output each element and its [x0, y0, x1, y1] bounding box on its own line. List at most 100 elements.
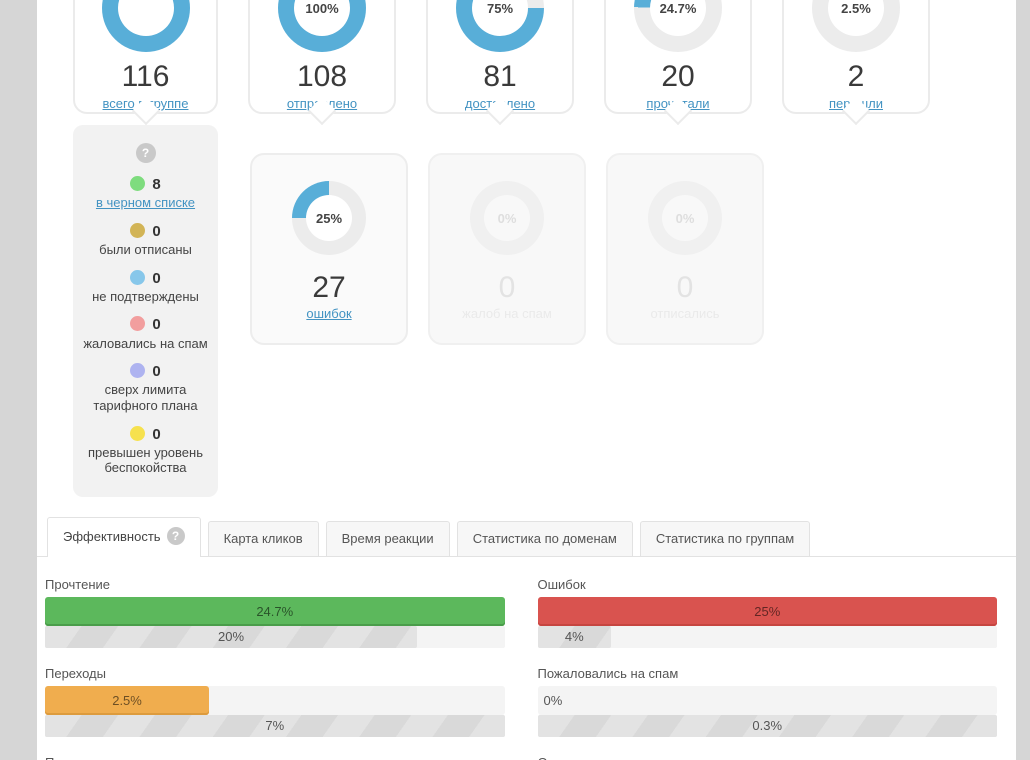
tab-reaction-time[interactable]: Время реакции — [325, 520, 450, 556]
stat-link-errors[interactable]: ошибок — [306, 306, 352, 321]
stat-label-unsubscribed: отписались — [650, 306, 720, 321]
legend-count: 0 — [152, 363, 161, 381]
chart-group-label: Переходы — [45, 665, 106, 681]
content-area: 116 всего в группе 100% 108 отправлено 7… — [37, 0, 1016, 760]
benchmark-bar-track: 4% — [537, 625, 997, 648]
stat-value: 108 — [296, 60, 348, 93]
legend-dot — [130, 425, 146, 441]
value-bar — [45, 596, 505, 626]
legend-dot — [130, 316, 146, 332]
value-bar-label: 25% — [754, 603, 781, 619]
benchmark-bar-track: 0.3% — [537, 714, 997, 737]
chart-group-label: Пожаловались на спам — [537, 665, 679, 681]
legend-label: жаловались на спам — [83, 335, 208, 351]
stat-value: 116 — [121, 60, 170, 93]
legend-item-spam-complained: 0 жаловались на спам — [79, 315, 212, 351]
chart-group-click-to-open: Перешли из прочитавших 10% 35% — [45, 755, 505, 760]
benchmark-bar — [537, 625, 612, 648]
benchmark-bar-label: 4% — [564, 628, 584, 644]
legend-item-anxiety-level: 0 превышен уровень беспокойства — [79, 425, 212, 476]
chart-group-click-rate: Переходы 2.5% 7% — [45, 666, 505, 737]
legend-item-unsubscribed-before: 0 были отписаны — [79, 222, 212, 258]
stat-value: 0 — [676, 271, 694, 304]
value-bar-track: 2.5% — [45, 685, 505, 715]
chart-group-error-rate: Ошибок 25% 4% — [537, 576, 997, 648]
legend-label: были отписаны — [99, 241, 192, 257]
benchmark-bar-label: 0.3% — [752, 717, 783, 733]
legend-dot — [130, 222, 146, 238]
value-bar — [537, 596, 997, 626]
tab-label: Эффективность — [63, 528, 161, 544]
legend-item-unconfirmed: 0 не подтверждены — [79, 269, 212, 305]
benchmark-bar-label: 20% — [218, 628, 245, 644]
stat-card-total: 116 всего в группе — [73, 0, 218, 126]
legend-link-blacklist[interactable]: в черном списке — [95, 195, 196, 211]
stat-card-clicked: 2.5% 2 перешли — [782, 0, 930, 126]
donut-chart-sent: 100% — [278, 0, 366, 52]
benchmark-bar — [45, 625, 418, 648]
benchmark-bar — [45, 714, 505, 737]
value-bar — [45, 685, 210, 715]
legend-count: 0 — [152, 222, 161, 240]
chart-group-unsub-to-open: Отписались из прочитавших 0% 1% — [538, 755, 998, 760]
stat-card-delivered: 75% 81 доставлено — [426, 0, 574, 126]
tab-bar: Эффективность? Карта кликов Время реакци… — [37, 516, 1016, 557]
benchmark-bar-track: 20% — [45, 625, 505, 648]
stat-card-sent: 100% 108 отправлено — [248, 0, 396, 126]
effectiveness-charts: Прочтение 24.7% 20% Ошибок 25% — [37, 557, 1016, 760]
tab-click-map[interactable]: Карта кликов — [207, 520, 319, 556]
value-bar-label: 24.7% — [256, 603, 294, 619]
chart-group-label: Прочтение — [45, 576, 110, 592]
chart-group-label: Отписались из прочитавших — [538, 755, 998, 760]
donut-percent-label: 24.7% — [659, 0, 697, 16]
legend-dot — [130, 363, 146, 379]
benchmark-bar-track: 7% — [45, 714, 505, 737]
stat-label-spam: жалоб на спам — [462, 306, 552, 321]
benchmark-bar — [537, 714, 997, 737]
stat-card-spam-complaints: 0% 0 жалоб на спам — [428, 153, 586, 345]
summary-cards-row: 116 всего в группе 100% 108 отправлено 7… — [37, 0, 1016, 126]
stat-card-errors: 25% 27 ошибок — [250, 153, 408, 345]
legend-count: 0 — [152, 316, 161, 334]
stat-value: 81 — [483, 60, 517, 93]
stat-value: 27 — [312, 271, 346, 304]
chart-group-label: Перешли из прочитавших — [45, 755, 505, 760]
tab-domain-stats[interactable]: Статистика по доменам — [456, 520, 633, 556]
value-bar-label: 0% — [543, 692, 563, 708]
donut-chart-read: 24.7% — [634, 0, 722, 52]
legend-item-blacklist: 8 в черном списке — [79, 175, 212, 211]
donut-percent-label: 0% — [497, 210, 517, 226]
legend-label: не подтверждены — [92, 288, 199, 304]
donut-percent-label: 100% — [305, 0, 339, 16]
donut-chart-unsubscribed: 0% — [648, 181, 722, 255]
legend-count: 0 — [152, 269, 161, 287]
tab-group-stats[interactable]: Статистика по группам — [639, 520, 811, 556]
donut-chart-errors: 25% — [292, 181, 366, 255]
tab-label: Время реакции — [341, 530, 434, 546]
stat-value: 2 — [847, 60, 865, 93]
value-bar-label: 2.5% — [112, 692, 142, 708]
chart-group-label: Ошибок — [537, 576, 586, 592]
chart-group-read-rate: Прочтение 24.7% 20% — [45, 577, 505, 648]
value-bar-track: 0% — [537, 685, 997, 715]
donut-chart-total — [101, 0, 190, 52]
legend-count: 0 — [152, 425, 161, 443]
legend-count: 8 — [152, 176, 161, 193]
chart-group-spam-rate: Пожаловались на спам 0% 0.3% — [537, 665, 997, 737]
donut-chart-clicked: 2.5% — [812, 0, 900, 52]
secondary-cards-row: 25% 27 ошибок 0% 0 жалоб на спам 0% — [250, 153, 764, 345]
help-icon[interactable]: ? — [166, 526, 185, 545]
middle-row: ? 8 в черном списке 0 были отписаны 0 не… — [37, 125, 1016, 497]
value-bar-track: 24.7% — [45, 596, 505, 626]
help-icon[interactable]: ? — [135, 143, 156, 163]
stat-value: 20 — [661, 60, 695, 93]
tab-effectiveness[interactable]: Эффективность? — [47, 516, 201, 557]
tab-label: Карта кликов — [223, 530, 303, 546]
legend-dot — [130, 176, 146, 191]
legend-label: сверх лимита тарифного плана — [93, 382, 198, 413]
stat-value: 0 — [498, 271, 516, 304]
donut-chart-spam: 0% — [470, 181, 544, 255]
donut-percent-label — [102, 0, 190, 52]
value-bar-track: 25% — [537, 596, 997, 626]
